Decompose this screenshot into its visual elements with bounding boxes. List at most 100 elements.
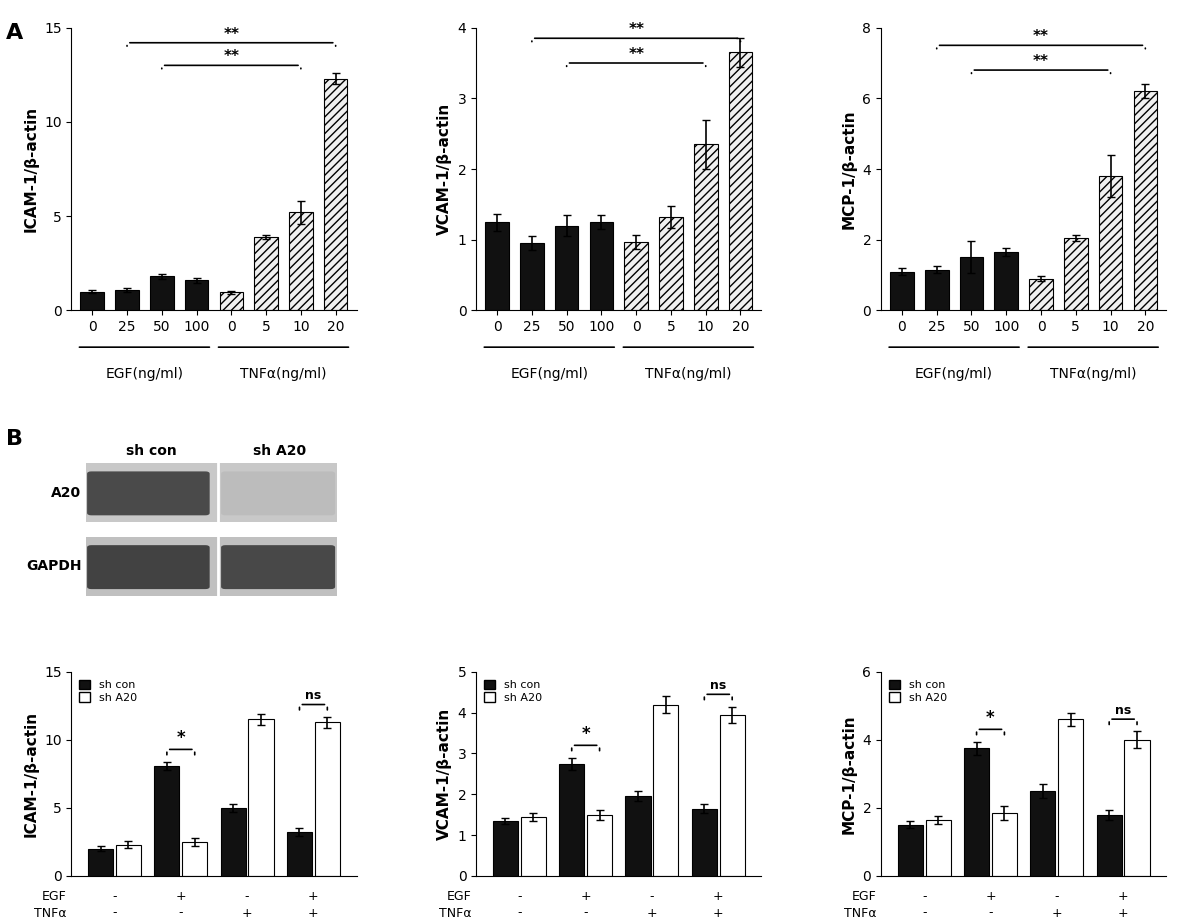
Bar — [287, 833, 312, 876]
Text: +: + — [646, 906, 657, 919]
Bar — [653, 704, 678, 876]
Text: +: + — [308, 890, 319, 904]
Bar — [81, 291, 104, 311]
Text: -: - — [922, 890, 927, 904]
Bar — [1125, 739, 1150, 876]
Bar — [150, 277, 174, 311]
Text: TNFα: TNFα — [35, 906, 67, 919]
Text: -: - — [922, 906, 927, 919]
Bar — [184, 280, 208, 311]
FancyBboxPatch shape — [87, 471, 209, 515]
Text: **: ** — [628, 47, 644, 62]
Bar — [155, 766, 180, 876]
Text: -: - — [650, 890, 654, 904]
Text: **: ** — [224, 27, 239, 41]
Bar — [219, 292, 243, 311]
Bar — [1029, 278, 1053, 311]
FancyBboxPatch shape — [87, 545, 209, 589]
Text: -: - — [112, 890, 117, 904]
Bar — [1096, 815, 1122, 876]
Bar — [314, 722, 340, 876]
Legend: sh con, sh A20: sh con, sh A20 — [482, 678, 544, 705]
Text: -: - — [245, 890, 250, 904]
Text: sh con: sh con — [126, 444, 176, 458]
Bar — [493, 821, 518, 876]
FancyBboxPatch shape — [221, 471, 336, 515]
Text: B: B — [6, 429, 23, 449]
Text: TNFα(ng/ml): TNFα(ng/ml) — [1050, 367, 1136, 381]
Text: -: - — [178, 906, 183, 919]
Legend: sh con, sh A20: sh con, sh A20 — [887, 678, 950, 705]
Bar — [486, 222, 509, 311]
Text: -: - — [518, 890, 521, 904]
Bar — [559, 763, 584, 876]
Bar — [1031, 791, 1056, 876]
Text: -: - — [583, 906, 588, 919]
Text: +: + — [308, 906, 319, 919]
Bar — [694, 144, 718, 311]
Bar — [521, 817, 546, 876]
Bar — [324, 78, 347, 311]
Text: +: + — [985, 890, 996, 904]
Text: -: - — [518, 906, 521, 919]
Bar — [925, 270, 948, 311]
Bar — [115, 290, 139, 311]
Bar — [659, 217, 683, 311]
Bar — [1134, 91, 1157, 311]
Text: **: ** — [1033, 54, 1050, 69]
Text: TNFα: TNFα — [844, 906, 877, 919]
Text: GAPDH: GAPDH — [26, 560, 81, 573]
Legend: sh con, sh A20: sh con, sh A20 — [77, 678, 139, 705]
Text: A20: A20 — [51, 486, 81, 500]
Bar — [890, 272, 914, 311]
Bar — [520, 243, 544, 311]
Text: +: + — [581, 890, 591, 904]
Bar — [255, 237, 278, 311]
Text: +: + — [1117, 906, 1128, 919]
Bar — [1064, 238, 1088, 311]
Y-axis label: MCP-1/β-actin: MCP-1/β-actin — [843, 109, 857, 229]
Text: -: - — [1054, 890, 1059, 904]
Bar — [589, 222, 613, 311]
Bar — [289, 212, 313, 311]
Bar — [249, 719, 274, 876]
Bar — [926, 820, 951, 876]
Bar — [991, 813, 1017, 876]
Text: TNFα(ng/ml): TNFα(ng/ml) — [240, 367, 327, 381]
Text: TNFα(ng/ml): TNFα(ng/ml) — [645, 367, 732, 381]
Text: ns: ns — [710, 679, 726, 692]
Y-axis label: MCP-1/β-actin: MCP-1/β-actin — [843, 714, 857, 833]
Text: +: + — [713, 906, 724, 919]
Text: EGF: EGF — [447, 890, 471, 904]
Bar — [88, 848, 113, 876]
Bar — [720, 715, 745, 876]
Bar — [555, 226, 578, 311]
FancyBboxPatch shape — [221, 545, 336, 589]
Bar — [115, 845, 142, 876]
Text: -: - — [112, 906, 117, 919]
Bar — [964, 749, 989, 876]
Bar — [626, 797, 651, 876]
Y-axis label: ICAM-1/β-actin: ICAM-1/β-actin — [24, 106, 38, 232]
Text: -: - — [988, 906, 992, 919]
Text: TNFα: TNFα — [439, 906, 471, 919]
Text: EGF: EGF — [852, 890, 877, 904]
Text: **: ** — [1033, 30, 1050, 44]
Text: +: + — [1052, 906, 1063, 919]
Text: **: ** — [224, 50, 239, 65]
Text: **: ** — [628, 22, 644, 37]
Bar — [959, 257, 983, 311]
Text: ns: ns — [306, 689, 321, 702]
Text: *: * — [987, 709, 995, 727]
Bar — [587, 815, 612, 876]
Text: sh A20: sh A20 — [253, 444, 306, 458]
Text: *: * — [582, 725, 590, 743]
Text: +: + — [1117, 890, 1128, 904]
Text: +: + — [713, 890, 724, 904]
Bar — [86, 537, 337, 597]
Y-axis label: ICAM-1/β-actin: ICAM-1/β-actin — [24, 711, 38, 837]
Bar — [86, 463, 337, 523]
Bar — [625, 242, 649, 311]
Text: EGF(ng/ml): EGF(ng/ml) — [915, 367, 994, 381]
Bar — [1058, 719, 1083, 876]
